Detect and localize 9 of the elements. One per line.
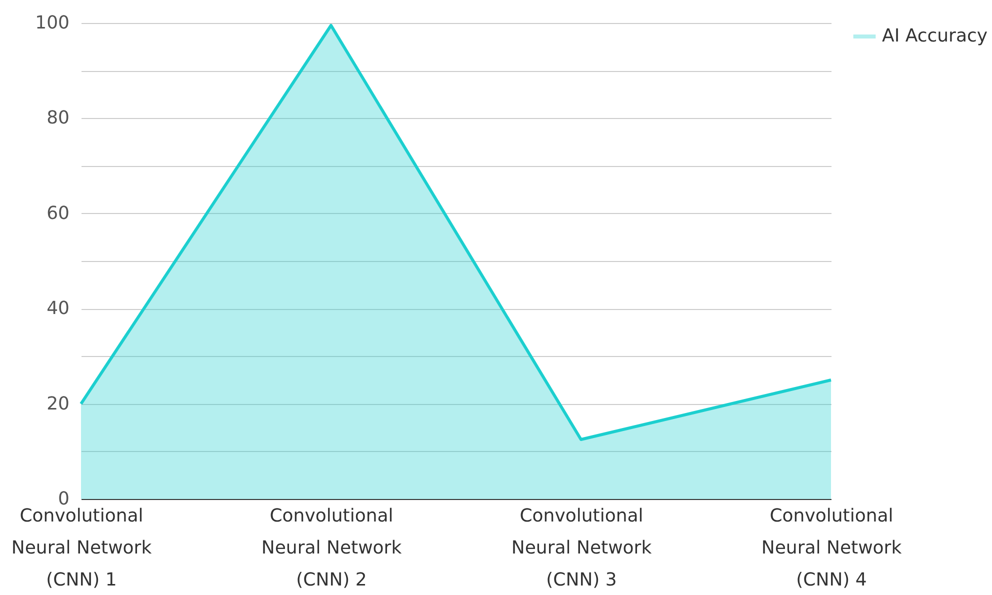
y-tick-label: 100: [35, 12, 70, 34]
y-tick-label: 40: [46, 298, 70, 320]
y-tick-label: 20: [46, 393, 70, 414]
x-tick-label: Convolutional Neural Network (CNN) 2: [261, 506, 402, 590]
y-tick-label: 60: [46, 202, 70, 224]
y-tick-label: 80: [46, 108, 70, 129]
x-tick-label: Convolutional Neural Network (CNN) 3: [511, 506, 652, 590]
x-tick-label: Convolutional Neural Network (CNN) 4: [761, 506, 902, 590]
legend-label: AI Accuracy: [882, 26, 988, 46]
